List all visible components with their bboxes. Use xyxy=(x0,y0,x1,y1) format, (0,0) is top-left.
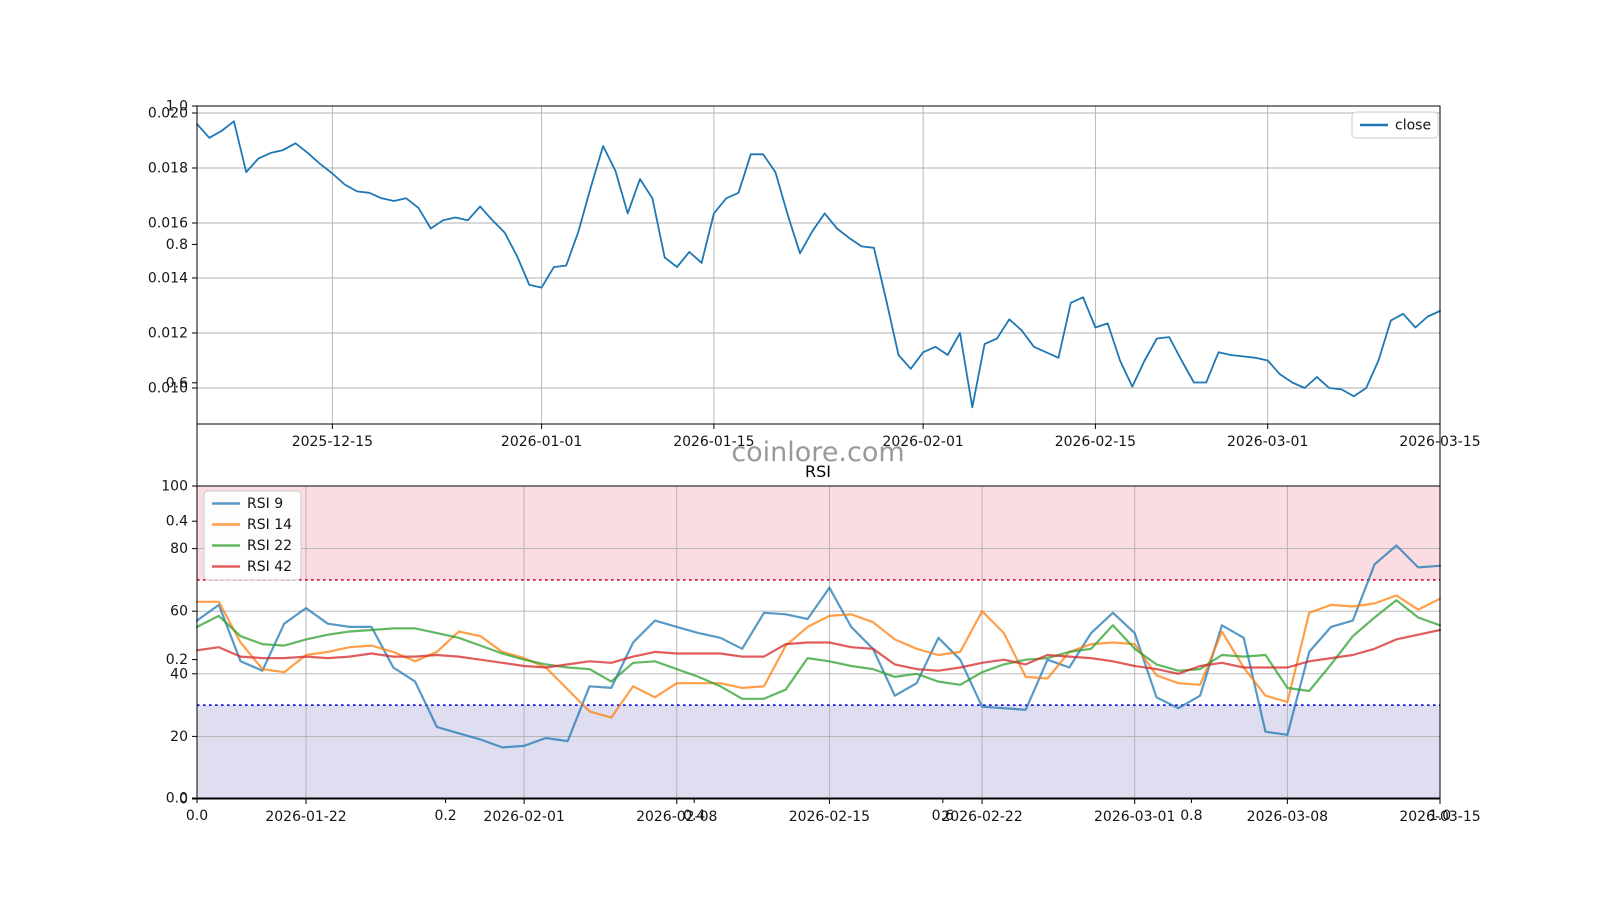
x-tick-label: 2026-03-08 xyxy=(1247,809,1328,825)
rsi-chart: 100 80 60 40 20 0 2026-01-22 2026-02-01 2026-02-… xyxy=(161,478,1480,825)
y-tick-label: 0.020 xyxy=(148,105,188,121)
x-tick-label: 2026-02-15 xyxy=(1055,434,1136,450)
x-tick-label: 2026-01-22 xyxy=(265,809,346,825)
overlay-x-tick-label: 0.8 xyxy=(1180,808,1202,824)
series-line-rsi-22 xyxy=(195,599,1442,700)
y-tick-label: 40 xyxy=(170,666,188,682)
series-line-rsi-9 xyxy=(195,544,1442,749)
overlay-border xyxy=(196,105,1441,799)
rsi-title: RSI xyxy=(805,462,831,481)
overlay-y-tick-label: 0.2 xyxy=(166,652,188,668)
overlay-y-tick-label: 0.0 xyxy=(166,790,188,806)
rsi-legend: RSI 9 RSI 14 RSI 22 RSI 42 xyxy=(203,490,302,581)
x-tick-label: 2026-02-01 xyxy=(483,809,564,825)
x-tick-label: 2026-01-15 xyxy=(673,434,754,450)
legend-label: RSI 42 xyxy=(247,559,292,575)
series-line-rsi-42 xyxy=(195,628,1442,675)
y-tick-label: 80 xyxy=(170,541,188,557)
legend-label: RSI 9 xyxy=(247,496,283,512)
x-tick-label: 2026-03-01 xyxy=(1094,809,1175,825)
x-tick-label: 2026-02-01 xyxy=(882,434,963,450)
x-tick-label: 2026-03-15 xyxy=(1399,809,1480,825)
legend-box xyxy=(203,490,302,581)
overlay-x-tick-label: 1.0 xyxy=(1429,808,1451,824)
overlay-y-tick-label: 0.6 xyxy=(166,375,188,391)
x-tick-label: 2026-02-22 xyxy=(941,809,1022,825)
legend-label: RSI 14 xyxy=(247,517,292,533)
overlay-y-tick-label: 1.0 xyxy=(166,98,188,114)
overlay-x-tick-label: 0.2 xyxy=(434,808,456,824)
x-tick-label: 2026-01-01 xyxy=(501,434,582,450)
x-tick-label: 2026-03-01 xyxy=(1227,434,1308,450)
x-tick-label: 2026-02-15 xyxy=(789,809,870,825)
price-legend: close xyxy=(1351,111,1439,139)
legend-label: RSI 22 xyxy=(247,538,292,554)
threshold-band xyxy=(197,486,1440,580)
overlay-x-tick-label: 0.4 xyxy=(683,808,705,824)
y-tick-label: 0.016 xyxy=(148,215,188,231)
y-tick-label: 60 xyxy=(170,604,188,620)
overlay-x-tick-label: 0.6 xyxy=(932,808,954,824)
y-tick-label: 0 xyxy=(179,791,188,807)
y-tick-label: 0.010 xyxy=(148,380,188,396)
price-chart: 0.020 0.018 0.016 0.014 0.012 0.010 2025-12-15… xyxy=(148,105,1481,450)
y-tick-label: 0.012 xyxy=(148,325,188,341)
overlay-y-tick-label: 0.8 xyxy=(166,237,188,253)
y-tick-label: 0.014 xyxy=(148,270,188,286)
legend-box xyxy=(1351,111,1439,139)
overlay-y-tick-label: 0.4 xyxy=(166,514,188,530)
y-tick-label: 20 xyxy=(170,729,188,745)
x-tick-label: 2025-12-15 xyxy=(292,434,373,450)
plot-border xyxy=(196,105,1441,425)
y-tick-label: 0.018 xyxy=(148,160,188,176)
overlay-x-tick-label: 0.0 xyxy=(186,808,208,824)
overlay-axis: 1.0 0.8 0.6 0.4 0.2 0.0 0.0 0.2 0.4 0.6 0.8 1.0 xyxy=(166,98,1451,824)
series-line-close xyxy=(196,120,1441,409)
threshold-band xyxy=(197,705,1440,799)
watermark: coinlore.com xyxy=(731,437,904,468)
x-tick-label: 2026-02-08 xyxy=(636,809,717,825)
legend-label: close xyxy=(1395,117,1431,133)
y-tick-label: 100 xyxy=(161,478,188,494)
